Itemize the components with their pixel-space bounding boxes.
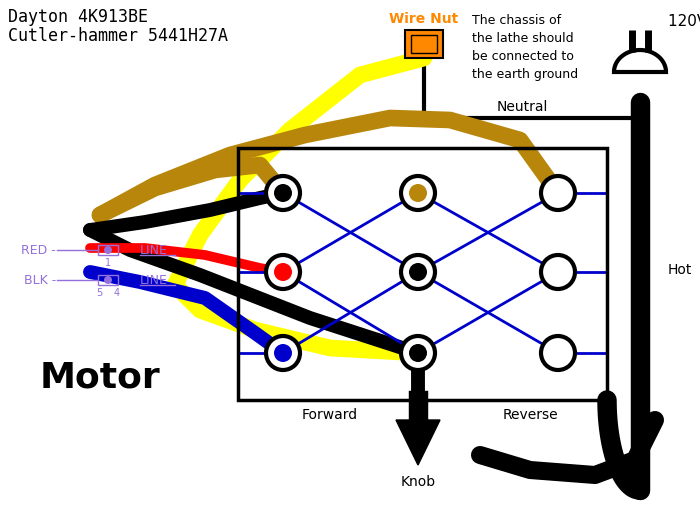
Circle shape (409, 344, 427, 362)
Text: Neutral: Neutral (497, 100, 548, 114)
Bar (411, 35, 437, 53)
Circle shape (274, 344, 292, 362)
Circle shape (401, 176, 435, 210)
Text: 4: 4 (114, 288, 120, 298)
Text: LINE: LINE (140, 244, 168, 257)
Text: 1: 1 (105, 258, 111, 268)
Text: The chassis of
the lathe should
be connected to
the earth ground: The chassis of the lathe should be conne… (472, 14, 578, 81)
Text: Motor: Motor (40, 360, 161, 394)
Bar (98, 245, 118, 255)
Text: 5: 5 (96, 288, 102, 298)
Circle shape (274, 184, 292, 202)
Text: Dayton 4K913BE: Dayton 4K913BE (8, 8, 148, 26)
Polygon shape (614, 50, 666, 72)
Circle shape (401, 336, 435, 370)
Circle shape (266, 255, 300, 289)
Circle shape (266, 176, 300, 210)
Circle shape (104, 276, 112, 284)
Text: Cutler-hammer 5441H27A: Cutler-hammer 5441H27A (8, 27, 228, 45)
Polygon shape (396, 420, 440, 465)
Bar (405, 30, 443, 58)
Circle shape (541, 255, 575, 289)
Text: Knob: Knob (400, 475, 435, 489)
Text: Reverse: Reverse (502, 408, 558, 422)
Circle shape (274, 263, 292, 281)
Bar (238, 148, 607, 400)
Text: Forward: Forward (302, 408, 358, 422)
Circle shape (266, 336, 300, 370)
Circle shape (541, 176, 575, 210)
Circle shape (104, 246, 112, 254)
Circle shape (409, 184, 427, 202)
Text: BLK -: BLK - (24, 274, 56, 287)
Text: Hot: Hot (668, 263, 692, 277)
Circle shape (409, 263, 427, 281)
Bar (98, 275, 118, 285)
Text: Wire Nut: Wire Nut (389, 12, 458, 26)
Text: 120V AC: 120V AC (668, 14, 700, 29)
Circle shape (401, 255, 435, 289)
Text: LINE: LINE (140, 274, 168, 287)
Circle shape (541, 336, 575, 370)
Text: RED -: RED - (21, 244, 56, 257)
